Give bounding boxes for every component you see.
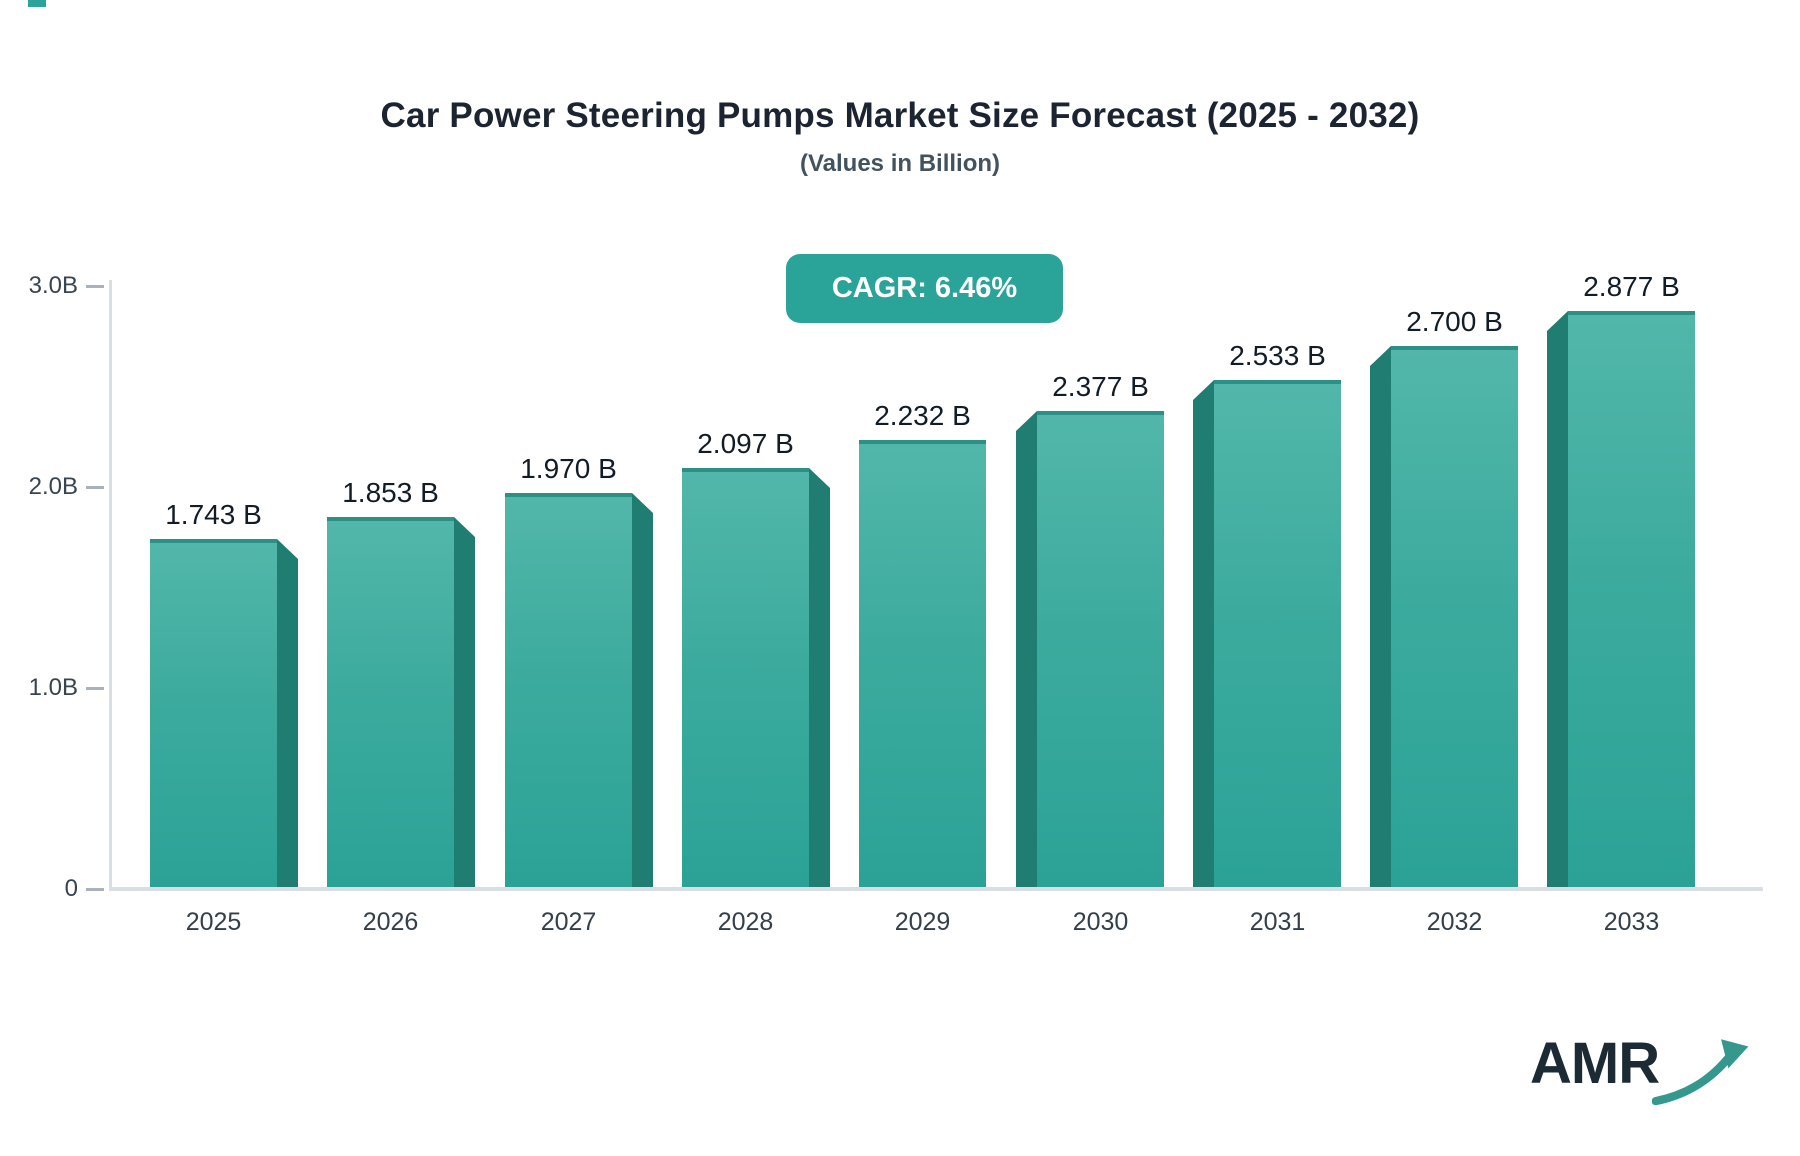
bar-value-label-2030: 2.377 B xyxy=(1052,371,1149,402)
x-tick-label-2029: 2029 xyxy=(894,908,951,936)
bar-2031-shadow-side xyxy=(1193,380,1214,889)
y-tick-label-1.0B: 1.0B xyxy=(28,674,78,701)
x-tick-label-2028: 2028 xyxy=(717,908,774,936)
amr-logo-text: AMR xyxy=(1530,1031,1660,1096)
bar-2027-shadow-side xyxy=(632,493,653,889)
y-tick-dash-2.0B xyxy=(86,486,104,489)
bar-2031 xyxy=(1214,380,1341,889)
bar-2025 xyxy=(150,539,277,889)
corner-accent-mark xyxy=(28,0,46,7)
chart-subtitle: (Values in Billion) xyxy=(799,150,1001,177)
bar-value-label-2026: 1.853 B xyxy=(342,477,439,508)
bar-2025-shadow-side xyxy=(277,539,298,889)
x-tick-label-2033: 2033 xyxy=(1603,908,1660,936)
x-tick-label-2031: 2031 xyxy=(1249,908,1306,936)
bar-2032-shadow-side xyxy=(1370,346,1391,889)
bar-value-label-2029: 2.232 B xyxy=(874,400,971,431)
bar-2033-shadow-side xyxy=(1547,311,1568,889)
bar-value-label-2027: 1.970 B xyxy=(520,453,617,484)
x-tick-label-2027: 2027 xyxy=(540,908,597,936)
y-tick-label-3.0B: 3.0B xyxy=(28,272,78,299)
bar-2030 xyxy=(1037,411,1164,889)
y-tick-dash-1.0B xyxy=(86,687,104,690)
bar-2030-shadow-side xyxy=(1016,411,1037,889)
y-tick-label-2.0B: 2.0B xyxy=(28,473,78,500)
bar-value-label-2033: 2.877 B xyxy=(1583,271,1680,302)
bar-2028-shadow-side xyxy=(809,468,830,889)
bar-2028 xyxy=(682,468,809,889)
bar-value-label-2032: 2.700 B xyxy=(1406,306,1503,337)
x-tick-label-2026: 2026 xyxy=(362,908,419,936)
bar-2029 xyxy=(859,440,986,889)
bar-2026-shadow-side xyxy=(454,517,475,889)
y-tick-label-0: 0 xyxy=(64,875,78,902)
x-axis-baseline xyxy=(109,887,1763,891)
chart-title: Car Power Steering Pumps Market Size For… xyxy=(380,96,1420,135)
bar-value-label-2025: 1.743 B xyxy=(165,499,262,530)
y-axis-line xyxy=(109,280,112,891)
x-tick-label-2032: 2032 xyxy=(1426,908,1483,936)
bar-value-label-2031: 2.533 B xyxy=(1229,340,1326,371)
y-tick-dash-0 xyxy=(86,888,104,891)
cagr-badge: CAGR: 6.46% xyxy=(786,254,1063,323)
x-tick-label-2030: 2030 xyxy=(1072,908,1129,936)
y-tick-dash-3.0B xyxy=(86,285,104,288)
bar-2026 xyxy=(327,517,454,889)
amr-logo: AMR xyxy=(1530,1030,1750,1120)
bar-2033 xyxy=(1568,311,1695,889)
cagr-badge-label: CAGR: 6.46% xyxy=(831,272,1018,304)
x-tick-label-2025: 2025 xyxy=(185,908,242,936)
bar-2027 xyxy=(505,493,632,889)
bar-chart-plot-area: 1.743 B 1.853 B 1.970 B 2.097 B 2.232 B 2.377… xyxy=(150,271,1695,889)
bar-value-label-2028: 2.097 B xyxy=(697,428,794,459)
growth-arrow-icon xyxy=(1652,1039,1749,1106)
bar-2032 xyxy=(1391,346,1518,889)
